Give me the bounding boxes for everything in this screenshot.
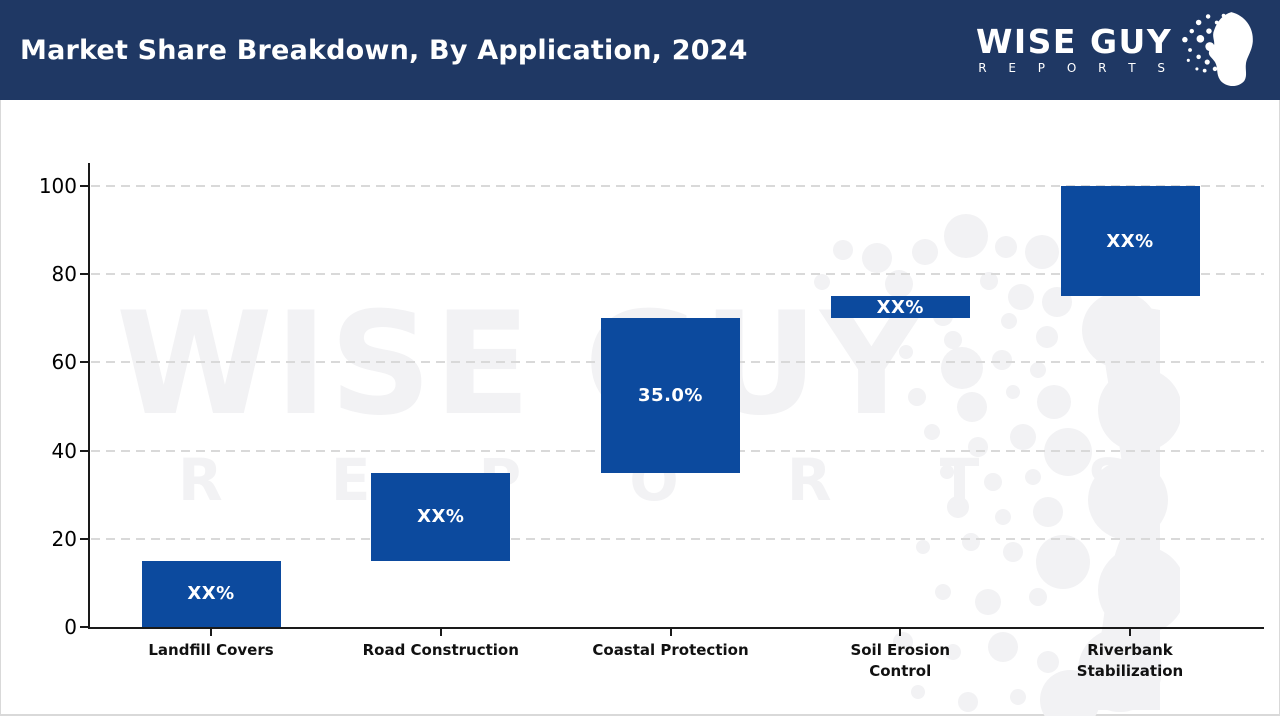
- y-tick-label-80: 80: [51, 262, 77, 287]
- logo-text: WISE GUY R E P O R T S: [974, 21, 1174, 76]
- logo-name: WISE GUY: [975, 21, 1173, 61]
- bar-segment: 35.0%: [601, 318, 740, 473]
- x-tick-mark: [210, 629, 212, 636]
- bar-value-label: XX%: [187, 583, 235, 605]
- y-tick-label-60: 60: [51, 350, 77, 375]
- gridline-20: [91, 537, 1264, 540]
- page-title: Market Share Breakdown, By Application, …: [20, 34, 748, 66]
- x-category-label: Coastal Protection: [592, 641, 749, 659]
- y-tick-label-100: 100: [38, 174, 77, 198]
- logo-face-icon: [1182, 12, 1253, 87]
- x-tick-mark: [439, 629, 442, 636]
- y-tick-mark-20: [80, 537, 88, 540]
- watermark-text: WISE GUY: [116, 282, 925, 447]
- gridline-100: [91, 185, 1264, 187]
- y-tick-label-20: 20: [51, 526, 77, 551]
- y-tick-mark-0: [80, 626, 88, 628]
- y-tick-mark-60: [80, 361, 88, 364]
- bar-value-label: XX%: [1106, 230, 1154, 252]
- x-axis-line: [88, 627, 1264, 629]
- x-category-label: Landfill Covers: [148, 641, 274, 659]
- y-axis-line: [88, 163, 90, 629]
- x-category-label: Road Construction: [362, 641, 519, 659]
- x-tick-mark: [669, 629, 672, 636]
- bar-segment: XX%: [371, 472, 511, 561]
- y-tick-mark-80: [80, 273, 88, 276]
- wise-guy-logo: WISE GUY R E P O R T S: [974, 8, 1264, 92]
- x-tick-mark: [1129, 629, 1131, 636]
- bar-value-label: 35.0%: [638, 384, 703, 406]
- logo-subtitle: R E P O R T S: [978, 61, 1174, 76]
- bar-segment: XX%: [830, 296, 970, 319]
- y-tick-mark-40: [80, 449, 88, 452]
- bar-value-label: XX%: [876, 296, 924, 318]
- bar-value-label: XX%: [417, 506, 465, 528]
- gridline-80: [91, 273, 1264, 276]
- header-band: Market Share Breakdown, By Application, …: [0, 0, 1280, 100]
- bar-segment: XX%: [1060, 186, 1200, 297]
- x-category-label: Soil Erosion Control: [850, 641, 951, 680]
- face-watermark: [814, 214, 1180, 716]
- x-tick-mark: [899, 629, 902, 636]
- y-tick-label-40: 40: [51, 438, 77, 463]
- y-tick-mark-100: [80, 185, 88, 187]
- x-category-label: Riverbank Stabilization: [1076, 641, 1184, 680]
- bar-segment: XX%: [141, 560, 281, 627]
- y-tick-label-0: 0: [64, 615, 77, 639]
